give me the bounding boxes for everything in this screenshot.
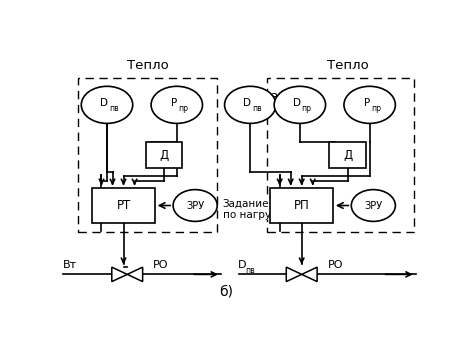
Text: P: P [364,98,370,108]
Text: пр: пр [371,104,381,112]
Text: D: D [293,98,301,108]
Text: P: P [171,98,177,108]
Text: пр: пр [178,104,188,112]
Polygon shape [127,267,143,282]
Text: ЗРУ: ЗРУ [364,201,383,211]
Circle shape [82,86,133,123]
Text: пв: пв [245,266,255,275]
Bar [78,78,217,232]
Circle shape [173,190,217,222]
Text: б): б) [219,284,233,299]
Text: пв: пв [109,104,118,112]
Bar [267,78,414,232]
Circle shape [274,86,326,123]
Polygon shape [286,267,301,282]
Text: ЗРУ: ЗРУ [186,201,204,211]
Text: D: D [100,98,108,108]
Text: РТ: РТ [117,199,131,212]
Text: Д: Д [343,149,352,162]
Text: пв: пв [252,104,262,112]
Text: РО: РО [328,260,343,270]
Bar [329,142,366,169]
Polygon shape [112,267,127,282]
Text: Вода: Вода [245,89,279,102]
Text: РП: РП [294,199,310,212]
Text: пр: пр [301,104,311,112]
Text: Тепло: Тепло [327,59,368,72]
Text: РО: РО [153,260,168,270]
Bar [146,142,182,169]
Text: Вт: Вт [63,260,77,270]
Circle shape [344,86,395,123]
Text: Тепло: Тепло [127,59,168,72]
Text: Задание
по нагрузке: Задание по нагрузке [223,199,289,220]
Bar [92,188,155,223]
Circle shape [225,86,276,123]
Text: Д: Д [159,149,169,162]
Text: D: D [237,260,246,270]
Circle shape [351,190,395,222]
Text: D: D [243,98,251,108]
Bar [271,188,333,223]
Polygon shape [301,267,317,282]
Circle shape [151,86,202,123]
